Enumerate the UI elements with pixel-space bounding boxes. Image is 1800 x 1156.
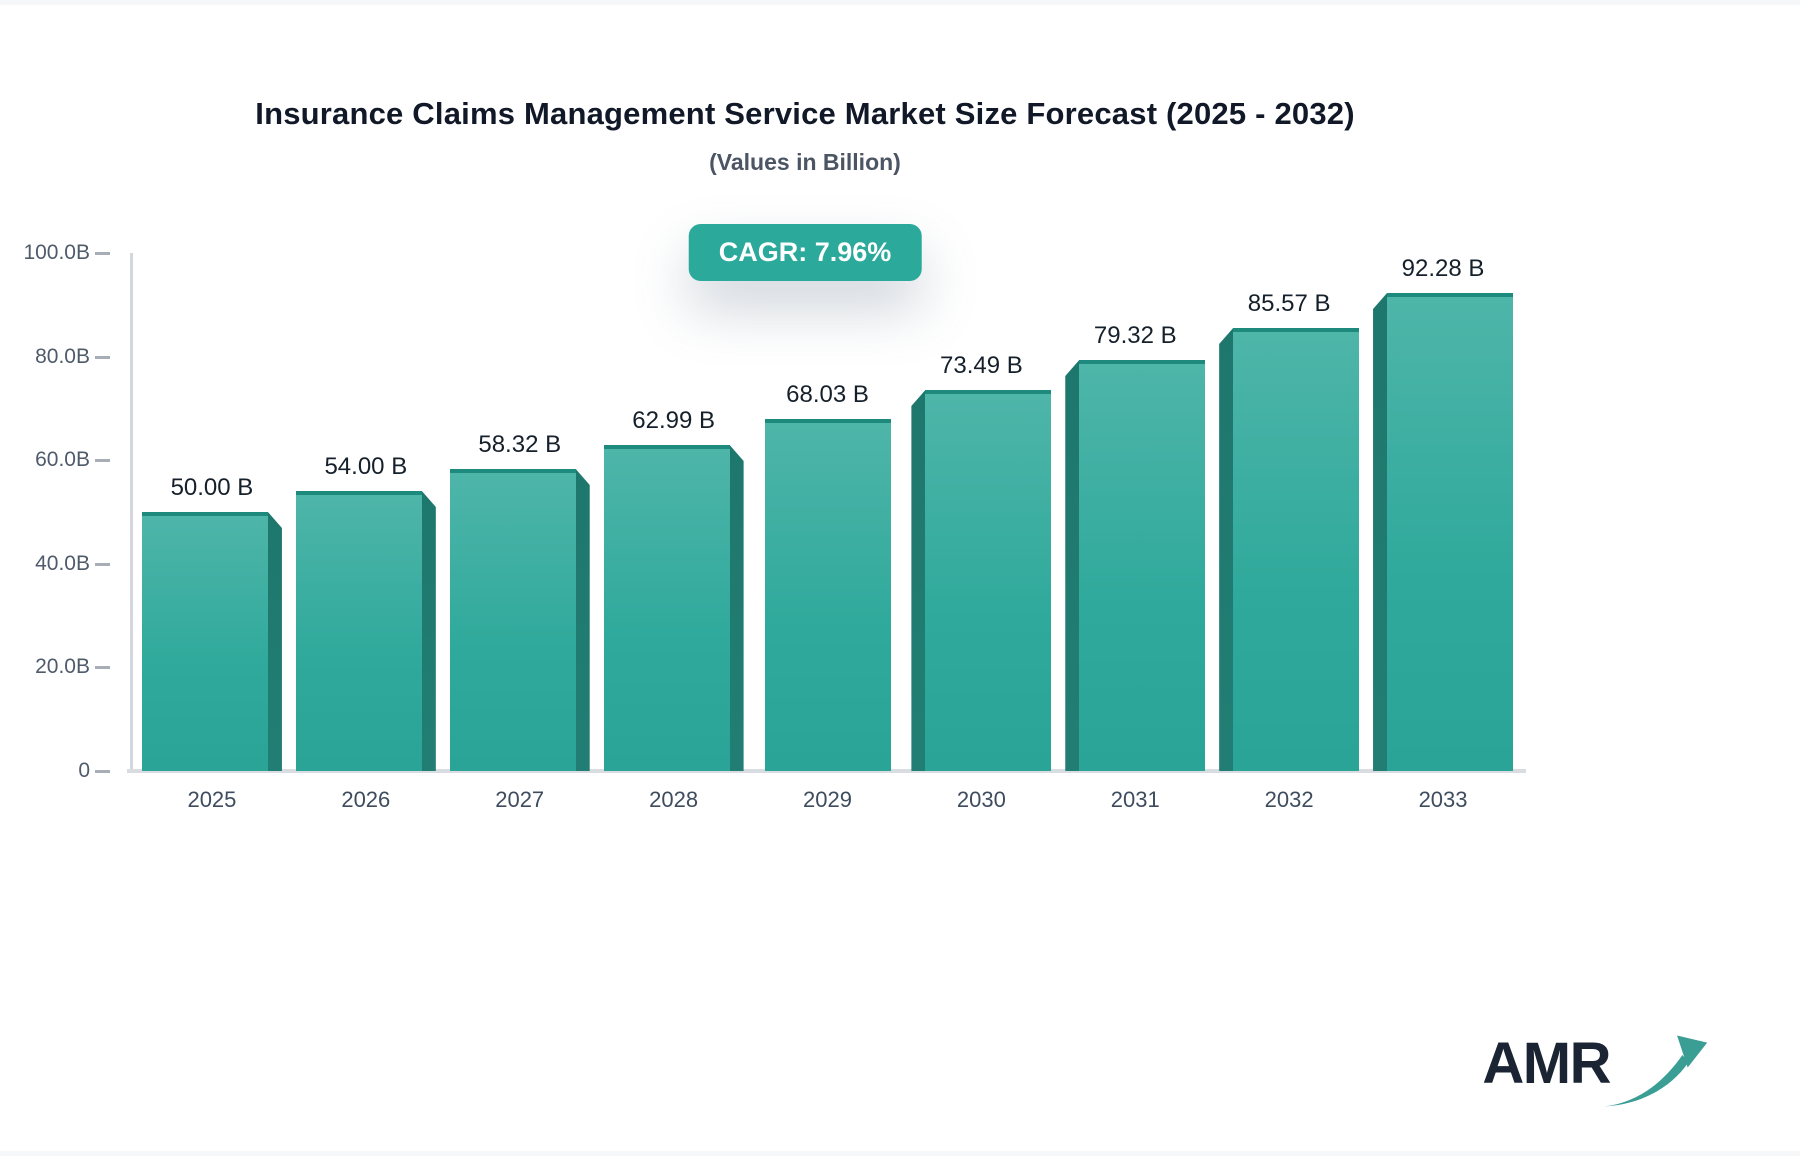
y-axis-tick (95, 666, 110, 670)
cagr-badge: CAGR: 7.96% (688, 224, 922, 281)
x-axis-baseline (127, 769, 1526, 773)
y-axis-label: 0 (78, 759, 90, 782)
bar-side-face (575, 469, 590, 771)
bar-2027 (449, 469, 590, 771)
bar-side-face (421, 491, 436, 771)
growth-arrow-icon (1600, 1032, 1708, 1115)
y-axis-line (130, 253, 133, 773)
bar-value-label: 54.00 B (324, 453, 408, 480)
bar-face (295, 491, 422, 771)
bar-2028 (603, 445, 744, 771)
bar-side-face (1373, 293, 1388, 771)
bar-value-label: 62.99 B (632, 407, 715, 434)
y-axis-label: 80.0B (35, 344, 90, 368)
y-axis-label: 20.0B (35, 655, 90, 679)
x-axis-label: 2027 (495, 787, 545, 812)
bar-value-label: 92.28 B (1401, 255, 1485, 282)
bar-face (1387, 293, 1514, 771)
x-axis-label: 2028 (649, 787, 699, 812)
y-axis-tick (95, 252, 110, 255)
bar-side-face (1219, 328, 1234, 771)
bar-face (449, 469, 576, 771)
top-border-strip (0, 0, 1800, 5)
bar-2030 (911, 390, 1052, 771)
bar-side-face (729, 445, 744, 771)
y-axis-tick (95, 459, 110, 463)
x-axis-label: 2030 (956, 787, 1006, 812)
bottom-border-strip (0, 1151, 1800, 1156)
bar-2031 (1065, 360, 1206, 771)
bar-value-label: 58.32 B (478, 431, 562, 458)
bar-face (141, 512, 268, 771)
amr-logo-text: AMR (1482, 1031, 1611, 1096)
bar-2025 (141, 512, 282, 771)
y-axis-label: 100.0B (23, 241, 90, 264)
bar-face (603, 445, 730, 771)
bar-face (1079, 360, 1206, 771)
x-axis-label: 2031 (1110, 787, 1160, 812)
y-axis-tick (95, 355, 110, 359)
bar-2026 (295, 491, 436, 771)
bar-value-label: 85.57 B (1247, 290, 1331, 317)
bar-face (925, 390, 1052, 771)
bar-value-label: 79.32 B (1093, 322, 1177, 349)
plot-area: 100.0B 80.0B 60.0B 40.0B 20.0B 0 50.00 B 2025 54… (23, 241, 1526, 812)
bar-value-label: 73.49 B (940, 352, 1023, 379)
x-axis-label: 2033 (1418, 787, 1468, 812)
chart-subtitle: (Values in Billion) (709, 149, 901, 175)
bar-face (764, 419, 891, 771)
y-axis-label: 60.0B (35, 448, 90, 472)
bar-value-label: 68.03 B (786, 381, 869, 408)
bar-2033 (1373, 293, 1514, 771)
bar-face (1233, 328, 1360, 771)
x-axis-label: 2029 (803, 787, 852, 812)
y-axis-label: 40.0B (35, 551, 90, 575)
x-axis-label: 2025 (187, 787, 237, 812)
bar-value-label: 50.00 B (170, 474, 254, 501)
x-axis-label: 2026 (341, 787, 391, 812)
y-axis-tick (95, 770, 110, 773)
chart-title: Insurance Claims Management Service Mark… (255, 96, 1355, 131)
x-axis-label: 2032 (1264, 787, 1314, 812)
y-axis-tick (95, 562, 110, 566)
bar-side-face (1065, 360, 1080, 771)
bar-2032 (1219, 328, 1360, 771)
bar-side-face (911, 390, 926, 771)
amr-logo: AMR (1482, 1030, 1708, 1120)
bar-2029 (758, 419, 898, 771)
bar-side-face (267, 512, 282, 771)
